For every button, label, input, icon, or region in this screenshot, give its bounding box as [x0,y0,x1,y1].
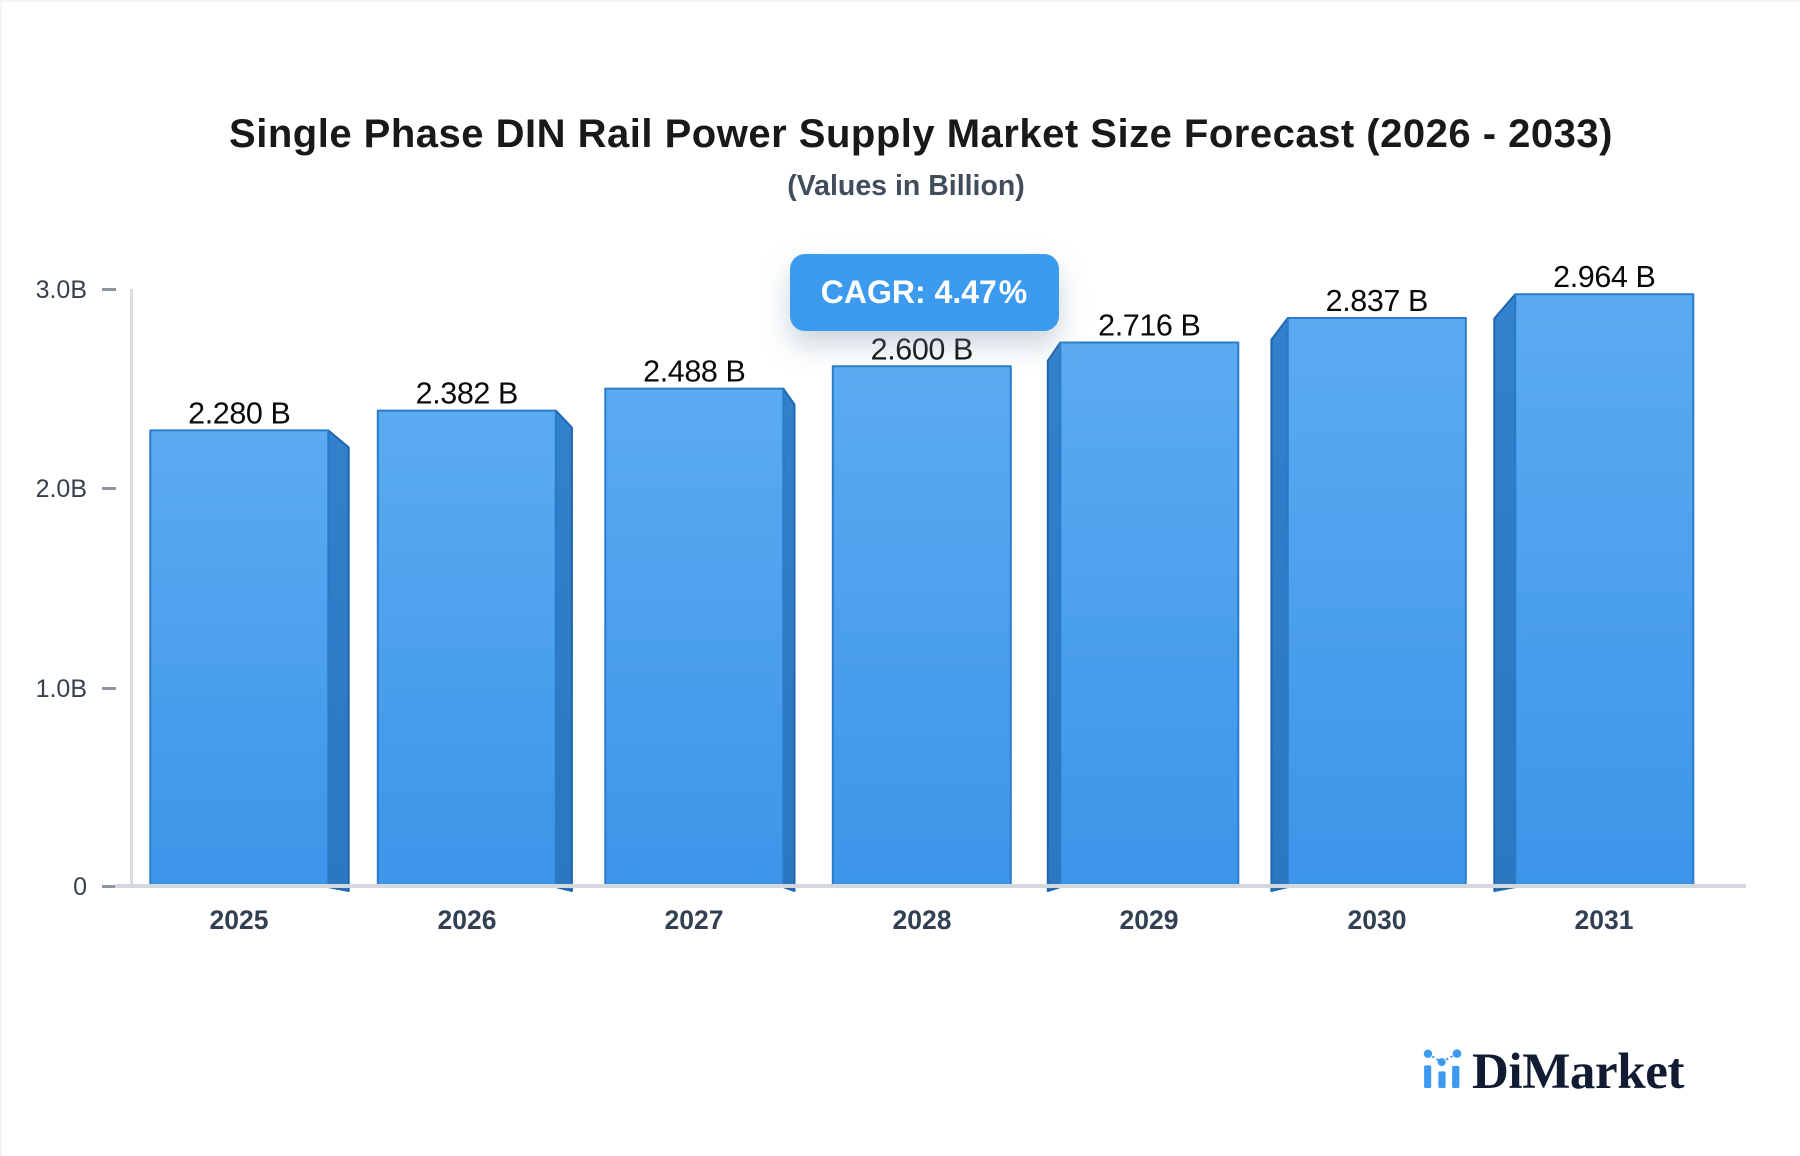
svg-text:2.964 B: 2.964 B [1553,260,1655,294]
svg-text:2030: 2030 [1348,905,1407,935]
svg-text:2.716 B: 2.716 B [1098,309,1200,343]
svg-text:2026: 2026 [438,905,497,935]
svg-text:3.0B: 3.0B [36,276,87,304]
svg-text:2025: 2025 [210,905,269,935]
svg-text:2031: 2031 [1575,905,1634,935]
svg-text:2.0B: 2.0B [36,475,87,503]
svg-text:2028: 2028 [893,905,952,935]
svg-text:2.488 B: 2.488 B [643,355,745,389]
svg-text:2029: 2029 [1120,905,1179,935]
svg-text:(Values in Billion): (Values in Billion) [787,170,1025,202]
svg-text:0: 0 [73,873,87,901]
svg-text:CAGR: 4.47%: CAGR: 4.47% [821,274,1028,310]
svg-text:2.280 B: 2.280 B [188,396,290,430]
svg-text:2.837 B: 2.837 B [1326,284,1428,318]
svg-text:Single Phase DIN Rail Power Su: Single Phase DIN Rail Power Supply Marke… [229,112,1613,156]
svg-text:2.600 B: 2.600 B [871,332,973,366]
svg-text:1.0B: 1.0B [36,675,87,703]
svg-text:2.382 B: 2.382 B [416,377,518,411]
svg-text:DiMarket: DiMarket [1472,1044,1684,1100]
svg-text:2027: 2027 [665,905,724,935]
